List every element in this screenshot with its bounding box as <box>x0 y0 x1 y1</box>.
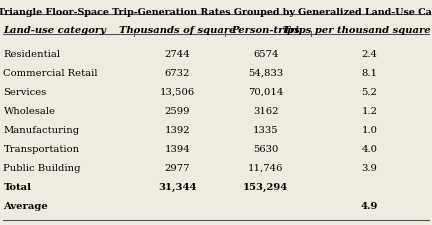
Text: Wholesale: Wholesale <box>3 107 55 116</box>
Text: 3.9: 3.9 <box>362 164 377 173</box>
Text: 54,833: 54,833 <box>248 69 283 78</box>
Text: Services: Services <box>3 88 47 97</box>
Text: 8.1: 8.1 <box>361 69 378 78</box>
Text: 1.0: 1.0 <box>361 126 378 135</box>
Text: Transportation: Transportation <box>3 145 79 154</box>
Text: 1.2: 1.2 <box>361 107 378 116</box>
Text: 2599: 2599 <box>164 107 190 116</box>
Text: Person-trips: Person-trips <box>231 26 300 35</box>
Text: Total: Total <box>3 183 32 192</box>
Text: 6574: 6574 <box>253 50 279 59</box>
Text: 4.0: 4.0 <box>361 145 378 154</box>
Text: 153,294: 153,294 <box>243 183 288 192</box>
Text: 6732: 6732 <box>165 69 190 78</box>
Text: Commercial Retail: Commercial Retail <box>3 69 98 78</box>
Text: Thousands of square: Thousands of square <box>119 26 235 35</box>
Text: 70,014: 70,014 <box>248 88 283 97</box>
Text: 2977: 2977 <box>164 164 190 173</box>
Text: Manufacturing: Manufacturing <box>3 126 79 135</box>
Text: Golden Triangle Floor-Space Trip-Generation Rates Grouped by Generalized Land-Us: Golden Triangle Floor-Space Trip-Generat… <box>0 8 432 17</box>
Text: 13,506: 13,506 <box>159 88 195 97</box>
Text: 5.2: 5.2 <box>362 88 377 97</box>
Text: 5630: 5630 <box>253 145 278 154</box>
Text: Land-use category: Land-use category <box>3 26 106 35</box>
Text: 4.9: 4.9 <box>361 202 378 211</box>
Text: 1335: 1335 <box>253 126 279 135</box>
Text: 3162: 3162 <box>253 107 279 116</box>
Text: 1394: 1394 <box>164 145 190 154</box>
Text: 11,746: 11,746 <box>248 164 283 173</box>
Text: 2744: 2744 <box>164 50 190 59</box>
Text: Public Building: Public Building <box>3 164 81 173</box>
Text: Residential: Residential <box>3 50 60 59</box>
Text: 2.4: 2.4 <box>361 50 378 59</box>
Text: 31,344: 31,344 <box>158 183 197 192</box>
Text: 1392: 1392 <box>164 126 190 135</box>
Text: Average: Average <box>3 202 48 211</box>
Text: Trips per thousand square feet: Trips per thousand square feet <box>283 26 432 35</box>
